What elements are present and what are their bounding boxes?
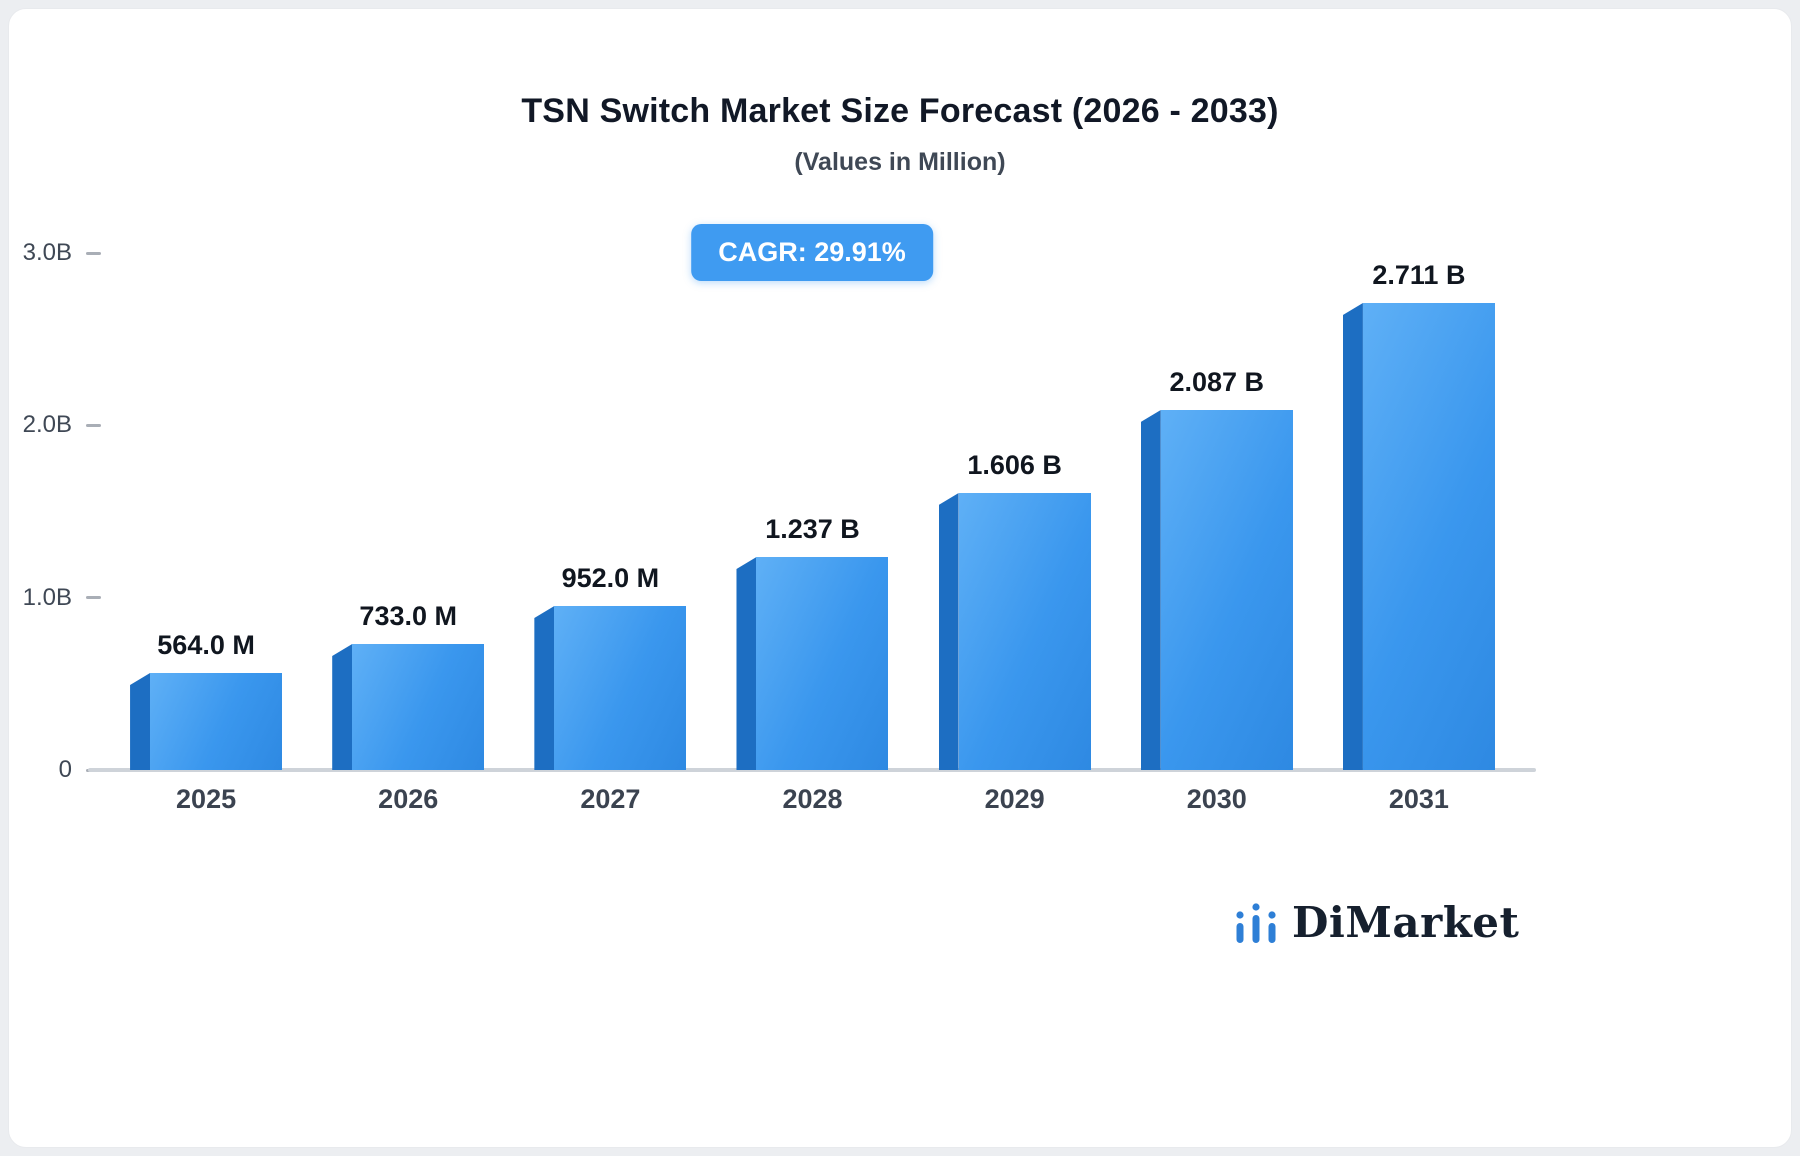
x-axis-label: 2027	[580, 784, 641, 814]
bar-3d-side	[1342, 303, 1363, 770]
bar-chart-dots-icon	[1232, 901, 1280, 945]
y-tick-mark	[86, 596, 101, 600]
chart-title: TSN Switch Market Size Forecast (2026 - …	[521, 92, 1279, 130]
y-tick-label: 2.0B	[22, 411, 72, 439]
bar-3d-side	[1140, 410, 1161, 770]
y-tick-label: 0	[58, 756, 72, 783]
brand-logo-text: DiMarket	[1292, 898, 1520, 947]
bar-slot: 952.0 M	[509, 253, 711, 770]
y-axis: 0 1.0B 2.0B 3.0B	[0, 239, 105, 783]
bar-face	[352, 644, 485, 770]
bar-2025[interactable]	[130, 673, 283, 770]
bar-3d-side	[938, 493, 959, 770]
y-tick-label: 1.0B	[22, 583, 72, 611]
bar-2029[interactable]	[938, 493, 1091, 770]
y-tick-mark	[86, 423, 101, 427]
y-tick-label: 3.0B	[22, 239, 72, 266]
bar-face	[1362, 303, 1495, 770]
bar-face	[756, 557, 889, 770]
bar-3d-side	[736, 557, 757, 770]
bar-value-label: 2.087 B	[1169, 367, 1265, 397]
bar-value-label: 1.237 B	[765, 514, 860, 544]
bar-face	[958, 493, 1091, 770]
y-tick-mark	[86, 251, 101, 255]
brand-logo: DiMarket	[1232, 898, 1519, 947]
x-axis-label: 2030	[1186, 784, 1247, 814]
bar-slot: 1.606 B	[914, 253, 1116, 770]
bar-value-label: 564.0 M	[157, 630, 255, 660]
bar-2028[interactable]	[736, 557, 889, 770]
bar-2027[interactable]	[534, 606, 687, 770]
bar-slot: 2.711 B	[1318, 253, 1520, 770]
bar-3d-side	[130, 673, 151, 770]
y-tick: 3.0B	[0, 239, 105, 267]
y-tick: 1.0B	[0, 584, 105, 612]
bar-value-label: 2.711 B	[1372, 260, 1466, 290]
plot-area: 564.0 M 733.0 M 952.0 M 1.237 B 1.606 B 2.087…	[105, 253, 1520, 770]
x-axis-label: 2031	[1388, 784, 1449, 814]
cagr-badge: CAGR: 29.91%	[691, 224, 933, 281]
bar-slot: 564.0 M	[105, 253, 307, 770]
bar-2031[interactable]	[1342, 303, 1495, 770]
bar-face	[554, 606, 687, 770]
bar-value-label: 1.606 B	[967, 450, 1062, 480]
bar-value-label: 952.0 M	[561, 563, 660, 593]
bar-3d-side	[332, 644, 353, 770]
bar-slot: 733.0 M	[307, 253, 509, 770]
bar-slot: 1.237 B	[711, 253, 913, 770]
x-axis-labels: 2025 2026 2027 2028 2029 2030 2031	[105, 784, 1520, 815]
bar-2026[interactable]	[332, 644, 485, 770]
bar-face	[1160, 410, 1293, 770]
x-axis-label: 2025	[176, 784, 237, 814]
x-axis-label: 2026	[378, 784, 439, 814]
y-tick: 2.0B	[0, 411, 105, 439]
bar-value-label: 733.0 M	[359, 601, 457, 631]
chart-subtitle: (Values in Million)	[794, 148, 1006, 176]
x-axis-label: 2029	[984, 784, 1045, 814]
bar-face	[150, 673, 283, 770]
bar-2030[interactable]	[1140, 410, 1293, 770]
x-axis-label: 2028	[782, 784, 843, 814]
x-axis-line	[88, 768, 1536, 772]
bar-slot: 2.087 B	[1116, 253, 1318, 770]
bar-3d-side	[534, 606, 555, 770]
